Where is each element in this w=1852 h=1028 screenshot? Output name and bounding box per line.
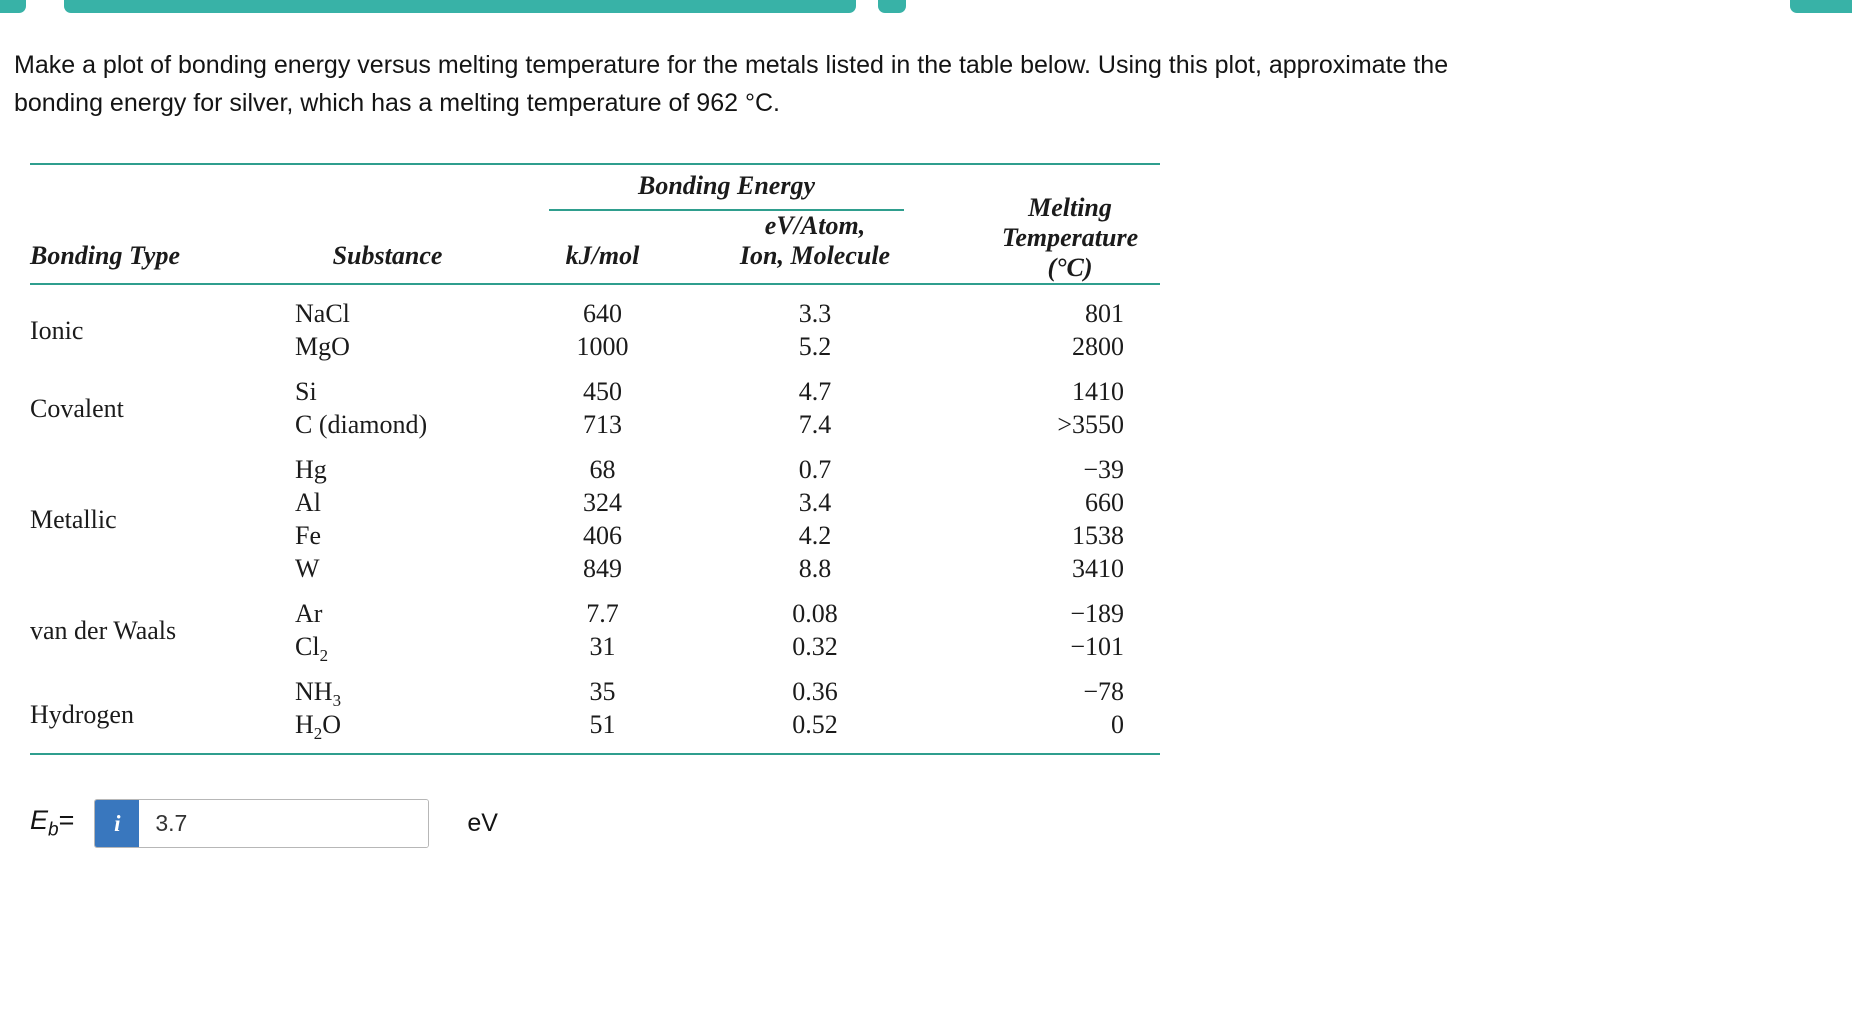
melt-cell: −101: [1070, 632, 1124, 661]
substance-cell: NaCl: [295, 299, 350, 328]
table-row: W 849 8.8 3410: [30, 552, 1160, 585]
melt-cell: 1410: [1072, 377, 1124, 406]
ev-cell: 0.08: [792, 599, 838, 628]
bonding-type-label: Covalent: [30, 393, 124, 423]
melt-cell: 0: [1111, 710, 1124, 739]
melt-cell: −39: [1083, 455, 1124, 484]
table-row: MgO 1000 5.2 2800: [30, 330, 1160, 363]
answer-control: i: [94, 799, 430, 848]
table-row: van der Waals Ar 7.7 0.08 −189: [30, 585, 1160, 645]
table-row: C (diamond) 713 7.4 >3550: [30, 408, 1160, 441]
table-row: Al 324 3.4 660: [30, 486, 1160, 519]
substance-cell: Hg: [295, 455, 327, 484]
melt-cell: 1538: [1072, 521, 1124, 550]
ev-cell: 0.36: [792, 677, 838, 706]
ev-cell: 8.8: [798, 554, 832, 583]
question-text: Make a plot of bonding energy versus mel…: [14, 46, 1448, 122]
melt-cell: −189: [1070, 599, 1124, 628]
kj-cell: 849: [583, 554, 622, 583]
ev-cell: 3.4: [798, 488, 832, 517]
melt-cell: >3550: [1057, 410, 1124, 439]
question-line-2: bonding energy for silver, which has a m…: [14, 89, 780, 117]
substance-cell: W: [295, 554, 320, 583]
melt-cell: 3410: [1072, 554, 1124, 583]
kj-cell: 7.7: [586, 599, 619, 628]
kj-cell: 31: [589, 632, 616, 661]
melting-temperature-header: Melting Temperature (°C): [940, 164, 1160, 285]
kj-cell: 68: [589, 455, 616, 484]
kj-cell: 450: [583, 377, 622, 406]
bonding-type-header: Bonding Type: [30, 211, 260, 285]
substance-cell: Si: [295, 377, 317, 406]
substance-cell: Ar: [295, 599, 323, 628]
toolbar-segment: [1790, 0, 1852, 13]
kj-cell: 640: [583, 299, 622, 328]
bonding-type-label: Ionic: [30, 315, 84, 345]
ev-cell: 0.32: [792, 632, 838, 661]
table-row: Covalent Si 450 4.7 1410: [30, 363, 1160, 423]
substance-cell: H2O: [295, 710, 342, 744]
table-row: Hydrogen NH3 35 0.36 −78: [30, 663, 1160, 729]
bonding-type-label: Hydrogen: [30, 699, 134, 729]
kj-cell: 35: [589, 677, 616, 706]
kj-cell: 51: [589, 710, 616, 739]
table-row: Fe 406 4.2 1538: [30, 519, 1160, 552]
ev-atom-header: eV/Atom, Ion, Molecule: [690, 211, 940, 285]
substance-cell: NH3: [295, 677, 342, 711]
unit-label: eV: [467, 809, 498, 837]
table-row: H2O 51 0.52 0: [30, 708, 1160, 754]
table-row: Cl2 31 0.32 −101: [30, 630, 1160, 666]
substance-cell: MgO: [295, 332, 350, 361]
kj-cell: 1000: [576, 332, 629, 361]
top-toolbar-strip: [0, 0, 1852, 13]
ev-cell: 3.3: [798, 299, 832, 328]
substance-cell: Fe: [295, 521, 321, 550]
substance-header: Substance: [260, 211, 515, 285]
answer-input[interactable]: [139, 800, 429, 847]
kj-mol-header: kJ/mol: [515, 211, 690, 285]
bonding-type-label: Metallic: [30, 504, 117, 534]
eb-label: Eb=: [30, 805, 75, 841]
table-row: Ionic NaCl 640 3.3 801: [30, 284, 1160, 345]
melt-cell: 660: [1085, 488, 1124, 517]
substance-cell: Al: [295, 488, 321, 517]
question-line-1: Make a plot of bonding energy versus mel…: [14, 51, 1449, 79]
bonding-type-label: van der Waals: [30, 615, 177, 645]
toolbar-segment: [64, 0, 856, 13]
kj-cell: 406: [583, 521, 622, 550]
melt-cell: 2800: [1072, 332, 1124, 361]
table-row: Metallic Hg 68 0.7 −39: [30, 441, 1160, 534]
bonding-energy-header-group: Bonding Energy: [515, 164, 940, 211]
bonding-energy-header: Bonding Energy: [549, 171, 904, 211]
melt-cell: −78: [1083, 677, 1124, 706]
ev-cell: 4.7: [798, 377, 832, 406]
kj-cell: 713: [583, 410, 622, 439]
substance-cell: C (diamond): [295, 410, 428, 439]
ev-cell: 4.2: [798, 521, 832, 550]
ev-cell: 0.7: [798, 455, 832, 484]
melt-cell: 801: [1085, 299, 1124, 328]
ev-cell: 0.52: [792, 710, 838, 739]
bonding-energy-table: Bonding Energy Melting Temperature (°C) …: [30, 163, 1160, 755]
substance-cell: Cl2: [295, 632, 329, 666]
ev-cell: 7.4: [798, 410, 832, 439]
ev-cell: 5.2: [798, 332, 832, 361]
info-button[interactable]: i: [95, 800, 140, 847]
toolbar-segment: [878, 0, 906, 13]
toolbar-segment: [0, 0, 26, 13]
answer-row: Eb= i eV: [30, 799, 498, 848]
kj-cell: 324: [583, 488, 622, 517]
